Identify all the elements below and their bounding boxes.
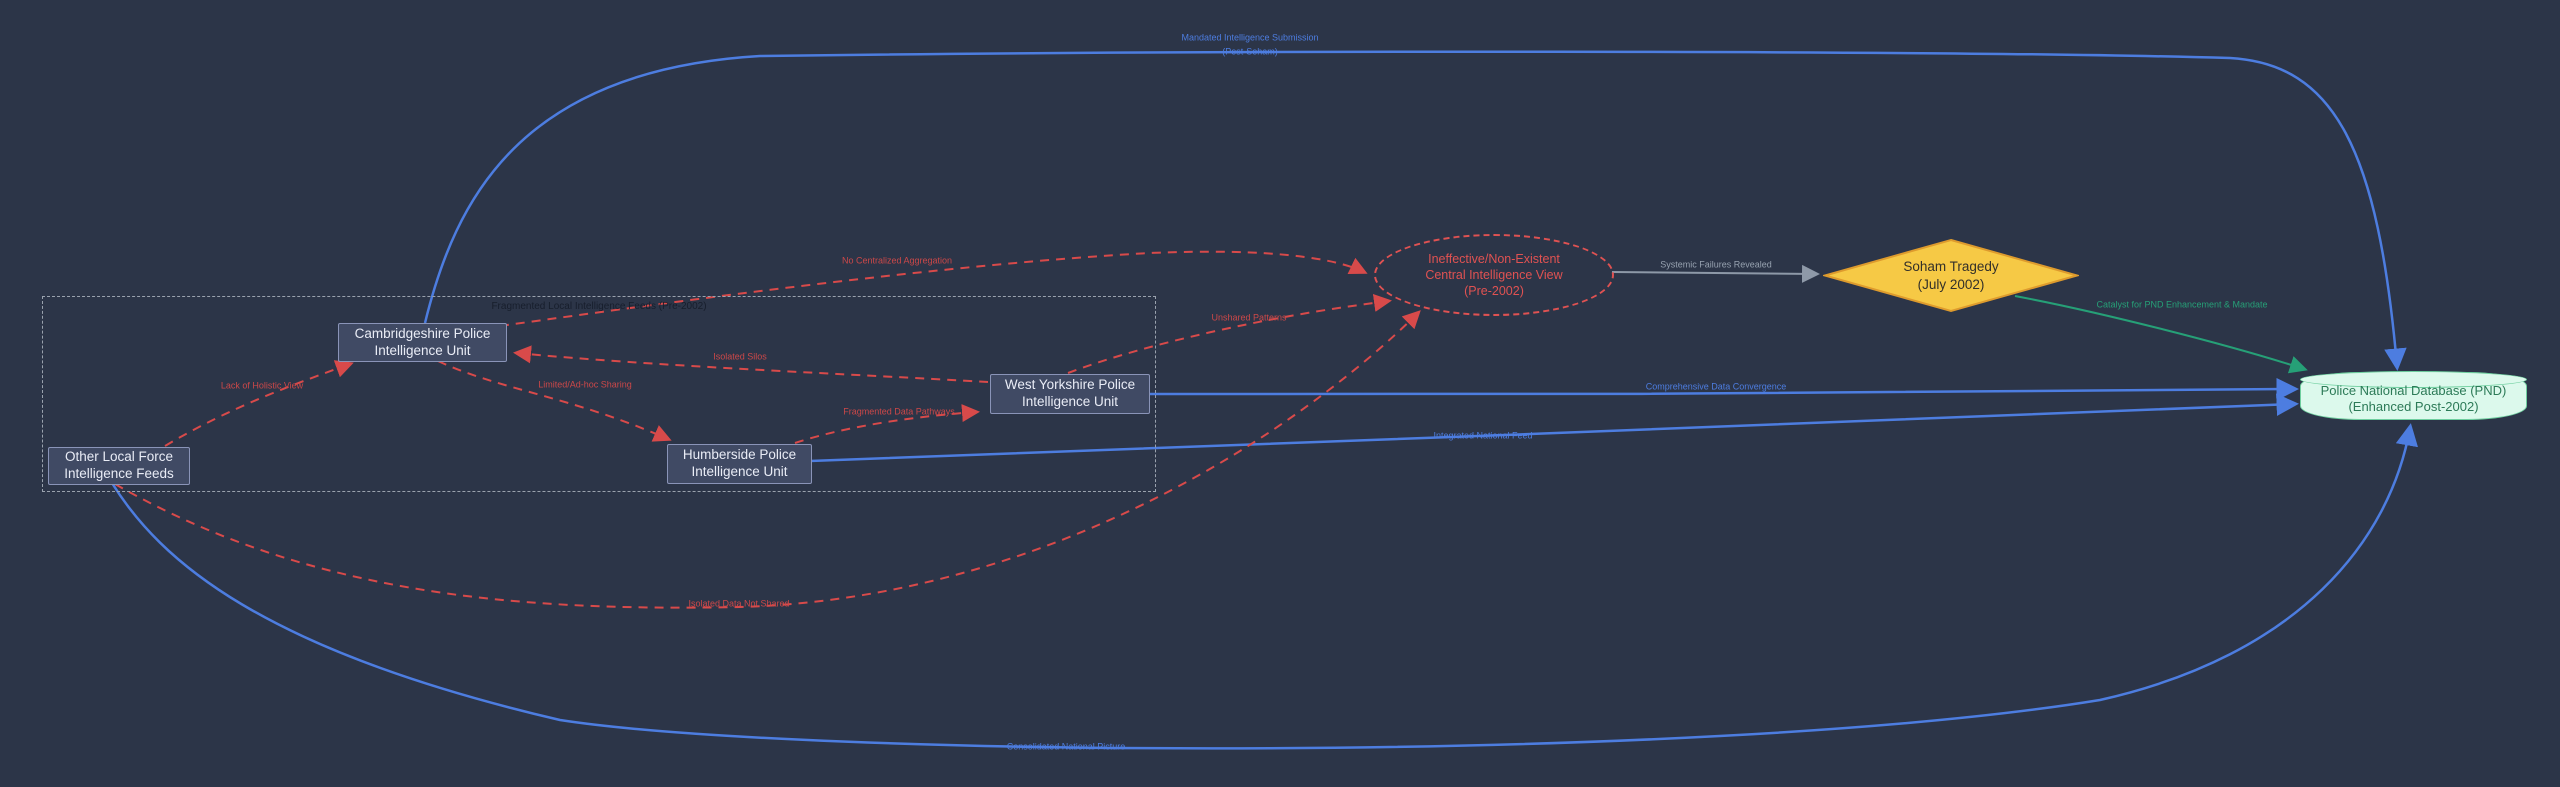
subgraph-fragmented-feeds: Fragmented Local Intelligence Feeds (Pre… [42,296,1156,492]
edge-westyorkshire-to-pnd [1147,377,2299,401]
edge-humberside-to-pnd [809,393,2299,463]
edge-label-isolated-silos: Isolated Silos [713,351,767,362]
node-central-view: Ineffective/Non-Existent Central Intelli… [1374,234,1614,316]
edge-label-isolated-data: Isolated Data Not Shared [688,598,790,609]
edge-label-fragmented-pathways: Fragmented Data Pathways [843,406,955,417]
edge-otherfeeds-to-pnd [110,423,2418,750]
edge-humberside-to-westyorkshire [794,404,980,444]
edge-westyorkshire-to-centralview [1067,294,1392,374]
subgraph-title: Fragmented Local Intelligence Feeds (Pre… [491,301,707,312]
edge-label-mandated: Mandated Intelligence Submission (Post-S… [1181,32,1319,57]
node-cambridgeshire: Cambridgeshire Police Intelligence Unit [338,323,507,362]
edge-label-lack-holistic: Lack of Holistic View [220,380,304,391]
diamond-shape [1821,238,2081,313]
node-west-yorkshire: West Yorkshire Police Intelligence Unit [990,374,1150,414]
node-humberside: Humberside Police Intelligence Unit [667,444,812,484]
edge-label-integrated: Integrated National Feed [1433,430,1533,441]
edge-label-comprehensive: Comprehensive Data Convergence [1645,381,1787,392]
edge-centralview-to-soham [1611,264,1820,283]
edge-cambridgeshire-to-centralview [499,250,1368,327]
node-other-feeds: Other Local Force Intelligence Feeds [48,447,190,485]
edge-label-systemic: Systemic Failures Revealed [1660,259,1772,270]
edge-cambridgeshire-to-pnd [423,50,2407,371]
edge-otherfeeds-to-cambridgeshire [164,360,354,447]
edge-otherfeeds-to-centralview [114,310,1421,609]
node-soham: Soham Tragedy (July 2002) [1821,238,2081,313]
edge-label-catalyst: Catalyst for PND Enhancement & Mandate [2096,299,2268,310]
edge-label-consolidated: Consolidated National Picture [1006,741,1126,752]
edge-label-no-centralized: No Centralized Aggregation [841,255,953,266]
edge-label-unshared: Unshared Patterns [1211,312,1287,323]
edge-label-limited-adhoc: Limited/Ad-hoc Sharing [538,379,632,390]
pnd-label: Police National Database (PND) (Enhanced… [2320,382,2507,414]
soham-label: Soham Tragedy (July 2002) [1903,258,1999,292]
edge-soham-to-pnd [2014,295,2308,374]
node-pnd: Police National Database (PND) (Enhanced… [2300,371,2527,420]
